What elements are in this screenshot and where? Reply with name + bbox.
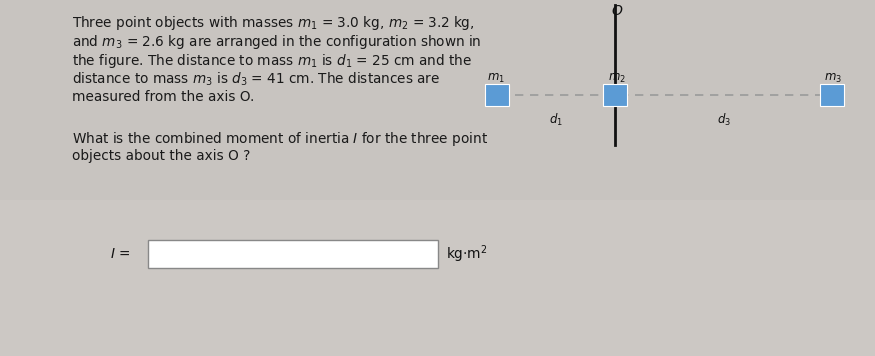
Text: measured from the axis O.: measured from the axis O. <box>72 90 255 104</box>
Text: $m_3$: $m_3$ <box>824 72 842 85</box>
Bar <box>820 84 844 106</box>
Text: $m_1$: $m_1$ <box>487 72 505 85</box>
Text: What is the combined moment of inertia $I$ for the three point: What is the combined moment of inertia $… <box>72 130 488 148</box>
Text: $m_2$: $m_2$ <box>608 72 626 85</box>
Text: $I$ =: $I$ = <box>109 247 130 261</box>
Text: Three point objects with masses $m_1$ = 3.0 kg, $m_2$ = 3.2 kg,: Three point objects with masses $m_1$ = … <box>72 14 474 32</box>
Text: $d_3$: $d_3$ <box>717 112 731 128</box>
Text: and $m_3$ = 2.6 kg are arranged in the configuration shown in: and $m_3$ = 2.6 kg are arranged in the c… <box>72 33 481 51</box>
Text: the figure. The distance to mass $m_1$ is $d_1$ = 25 cm and the: the figure. The distance to mass $m_1$ i… <box>72 52 472 70</box>
Text: $d_1$: $d_1$ <box>549 112 563 128</box>
Bar <box>485 84 509 106</box>
Text: objects about the axis O ?: objects about the axis O ? <box>72 149 250 163</box>
Bar <box>603 84 627 106</box>
Text: $O$: $O$ <box>611 4 623 18</box>
Text: distance to mass $m_3$ is $d_3$ = 41 cm. The distances are: distance to mass $m_3$ is $d_3$ = 41 cm.… <box>72 71 440 88</box>
Bar <box>0 200 875 356</box>
Bar <box>148 240 438 268</box>
Text: kg·m$^2$: kg·m$^2$ <box>446 243 487 265</box>
